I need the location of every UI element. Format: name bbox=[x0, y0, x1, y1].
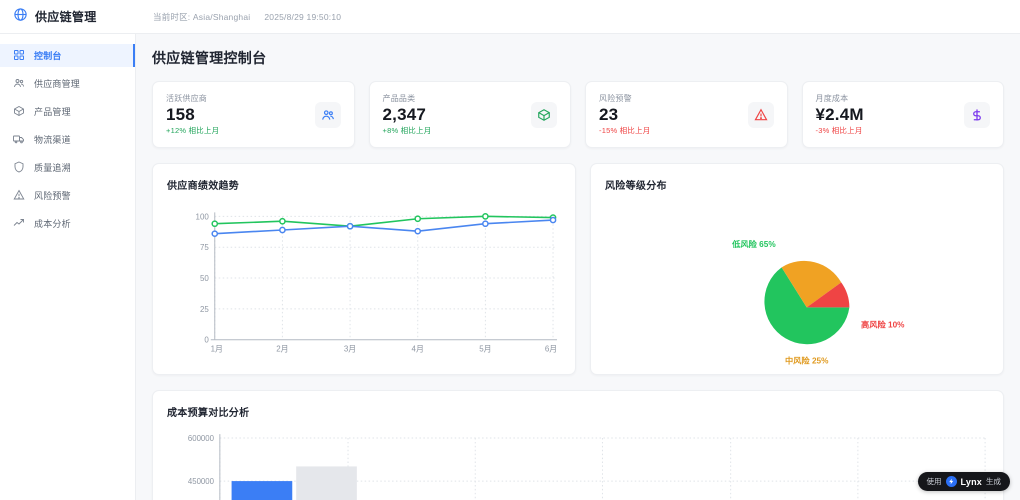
lynx-logo-icon bbox=[945, 476, 957, 487]
kpi-text: 活跃供应商 158 +12% 相比上月 bbox=[166, 93, 219, 137]
pie-slice-low-risk[interactable] bbox=[764, 267, 850, 345]
charts-row: 供应商绩效趋势 bbox=[152, 163, 1004, 375]
timezone-text: 当前时区: Asia/Shanghai bbox=[153, 11, 251, 22]
kpi-value: ¥2.4M bbox=[815, 104, 864, 124]
globe-icon bbox=[13, 7, 28, 27]
bar-budget[interactable] bbox=[296, 466, 357, 500]
bar-chart[interactable]: 600000 450000 300000 bbox=[167, 425, 989, 500]
y-tick: 0 bbox=[204, 336, 209, 345]
timestamp-text: 2025/8/29 19:50:10 bbox=[264, 11, 342, 22]
pie-label-medium-risk: 中风险 25% bbox=[785, 356, 829, 366]
kpi-text: 产品品类 2,347 +8% 相比上月 bbox=[383, 93, 432, 137]
line-chart[interactable]: 100 75 50 25 0 1月 2月 3月 4月 5月 bbox=[167, 198, 561, 376]
sidebar-item-quality[interactable]: 质量追溯 bbox=[0, 156, 135, 179]
sidebar-item-label: 物流渠道 bbox=[34, 135, 71, 145]
page-title: 供应链管理控制台 bbox=[152, 50, 267, 66]
y-tick: 75 bbox=[200, 243, 209, 252]
sidebar-item-label: 风险预警 bbox=[34, 191, 71, 201]
kpi-card-product-categories[interactable]: 产品品类 2,347 +8% 相比上月 bbox=[368, 81, 571, 148]
x-tick: 2月 bbox=[276, 345, 288, 354]
sidebar-item-label: 产品管理 bbox=[34, 107, 71, 117]
top-bar: 供应链管理 当前时区: Asia/Shanghai 2025/8/29 19:5… bbox=[0, 0, 1020, 34]
kpi-delta: -15% 相比上月 bbox=[599, 126, 651, 136]
kpi-card-monthly-cost[interactable]: 月度成本 ¥2.4M -3% 相比上月 bbox=[801, 81, 1004, 148]
x-tick: 6月 bbox=[545, 345, 557, 354]
sidebar-item-risk[interactable]: 风险预警 bbox=[0, 184, 135, 207]
app-body: 控制台 供应商管理 产品管理 bbox=[0, 34, 1020, 500]
kpi-delta: +8% 相比上月 bbox=[382, 126, 432, 136]
kpi-delta: +12% 相比上月 bbox=[166, 126, 220, 136]
sidebar-item-label: 控制台 bbox=[34, 51, 62, 61]
users-icon bbox=[13, 77, 25, 91]
kpi-label: 产品品类 bbox=[382, 93, 416, 103]
panel-risk-distribution: 风险等级分布 低风险 65% 中风险 25% 高风险 10% bbox=[590, 163, 1004, 375]
sidebar-item-dashboard[interactable]: 控制台 bbox=[0, 44, 135, 67]
lynx-watermark-badge[interactable]: 使用 Lynx 生成 bbox=[917, 472, 1010, 491]
main-content: 供应链管理控制台 活跃供应商 158 +12% 相比上月 bbox=[136, 34, 1020, 500]
kpi-value: 2,347 bbox=[382, 104, 427, 124]
sidebar-item-label: 成本分析 bbox=[34, 219, 71, 229]
bar-actual-cost[interactable] bbox=[231, 481, 293, 500]
shield-icon bbox=[13, 161, 25, 175]
kpi-text: 风险预警 23 -15% 相比上月 bbox=[599, 93, 650, 137]
dollar-icon bbox=[964, 101, 990, 128]
kpi-text: 月度成本 ¥2.4M -3% 相比上月 bbox=[816, 93, 864, 137]
pie-label-high-risk: 高风险 10% bbox=[861, 320, 905, 330]
sidebar-item-cost[interactable]: 成本分析 bbox=[0, 212, 135, 235]
badge-name: Lynx bbox=[960, 476, 982, 487]
sidebar-item-label: 质量追溯 bbox=[34, 163, 71, 173]
brand-title: 供应链管理 bbox=[35, 10, 97, 24]
badge-suffix: 生成 bbox=[986, 477, 1001, 486]
kpi-label: 月度成本 bbox=[815, 93, 849, 103]
y-tick: 600000 bbox=[188, 434, 215, 443]
panel-supplier-performance: 供应商绩效趋势 bbox=[152, 163, 576, 375]
kpi-card-active-suppliers[interactable]: 活跃供应商 158 +12% 相比上月 bbox=[152, 81, 355, 148]
pie-chart[interactable]: 低风险 65% 中风险 25% 高风险 10% bbox=[605, 198, 989, 376]
chart-title: 成本预算对比分析 bbox=[167, 408, 250, 419]
alert-triangle-icon bbox=[747, 101, 774, 128]
top-bar-meta: 当前时区: Asia/Shanghai 2025/8/29 19:50:10 bbox=[136, 11, 341, 23]
sidebar: 控制台 供应商管理 产品管理 bbox=[0, 34, 136, 500]
kpi-value: 158 bbox=[166, 104, 195, 124]
sidebar-item-suppliers[interactable]: 供应商管理 bbox=[0, 72, 135, 95]
panel-cost-budget: 成本预算对比分析 bbox=[152, 390, 1004, 500]
sidebar-item-label: 供应商管理 bbox=[34, 79, 81, 89]
y-tick: 450000 bbox=[188, 477, 215, 486]
kpi-delta: -3% 相比上月 bbox=[815, 126, 863, 136]
users-icon bbox=[314, 101, 341, 128]
brand[interactable]: 供应链管理 bbox=[0, 0, 136, 33]
pie-slice-medium-risk[interactable] bbox=[781, 260, 842, 308]
x-tick: 5月 bbox=[479, 345, 491, 354]
sidebar-item-logistics[interactable]: 物流渠道 bbox=[0, 128, 135, 151]
pie-label-low-risk: 低风险 65% bbox=[731, 239, 776, 249]
sidebar-item-products[interactable]: 产品管理 bbox=[0, 100, 135, 123]
dashboard-grid-icon bbox=[13, 49, 25, 63]
line-series-green bbox=[214, 215, 554, 228]
kpi-card-risk-alerts[interactable]: 风险预警 23 -15% 相比上月 bbox=[585, 81, 788, 148]
box-icon bbox=[13, 105, 25, 119]
kpi-row: 活跃供应商 158 +12% 相比上月 产品品类 2,347 bbox=[152, 81, 1004, 148]
kpi-value: 23 bbox=[599, 104, 619, 124]
line-markers-blue bbox=[211, 216, 557, 238]
badge-prefix: 使用 bbox=[926, 477, 942, 486]
y-tick: 25 bbox=[200, 305, 209, 314]
y-tick: 50 bbox=[200, 274, 209, 283]
x-tick: 3月 bbox=[344, 345, 356, 354]
x-tick: 4月 bbox=[412, 345, 424, 354]
truck-icon bbox=[13, 133, 25, 147]
x-tick: 1月 bbox=[211, 345, 223, 354]
chart-title: 供应商绩效趋势 bbox=[167, 181, 240, 192]
y-tick: 100 bbox=[196, 212, 210, 221]
chart-title: 风险等级分布 bbox=[605, 181, 667, 192]
kpi-label: 活跃供应商 bbox=[166, 93, 207, 103]
box-icon bbox=[531, 101, 557, 128]
pie-slice-high-risk[interactable] bbox=[806, 282, 850, 308]
line-series-blue bbox=[214, 219, 554, 235]
alert-triangle-icon bbox=[13, 189, 25, 203]
trending-up-icon bbox=[13, 217, 25, 231]
kpi-label: 风险预警 bbox=[599, 93, 632, 103]
